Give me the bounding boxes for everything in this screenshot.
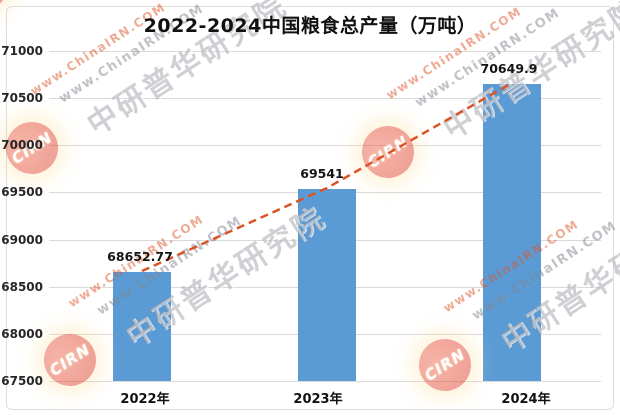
data-label-2022: 68652.77 <box>107 249 173 264</box>
y-tick-label: 67500 <box>1 374 43 388</box>
y-tick-label: 70500 <box>1 91 43 105</box>
y-tick-label: 70000 <box>1 138 43 152</box>
chart-title: 2022-2024中国粮食总产量（万吨） <box>143 15 477 37</box>
x-tick-2022: 2022年 <box>120 392 170 407</box>
y-tick-label: 71000 <box>1 44 43 58</box>
bar-2024 <box>483 84 541 381</box>
data-label-2024: 70649.9 <box>480 61 538 76</box>
y-tick-label: 69000 <box>1 233 43 247</box>
bar-2022 <box>113 272 171 381</box>
gridline-67500 <box>49 381 601 382</box>
x-tick-2023: 2023年 <box>293 392 343 407</box>
y-tick-label: 68500 <box>1 280 43 294</box>
gridline-71000 <box>49 51 601 52</box>
bar-2023 <box>298 189 356 381</box>
data-label-2023: 69541 <box>300 166 344 181</box>
y-tick-label: 68000 <box>1 327 43 341</box>
y-tick-label: 69500 <box>1 185 43 199</box>
x-tick-2024: 2024年 <box>501 392 551 407</box>
